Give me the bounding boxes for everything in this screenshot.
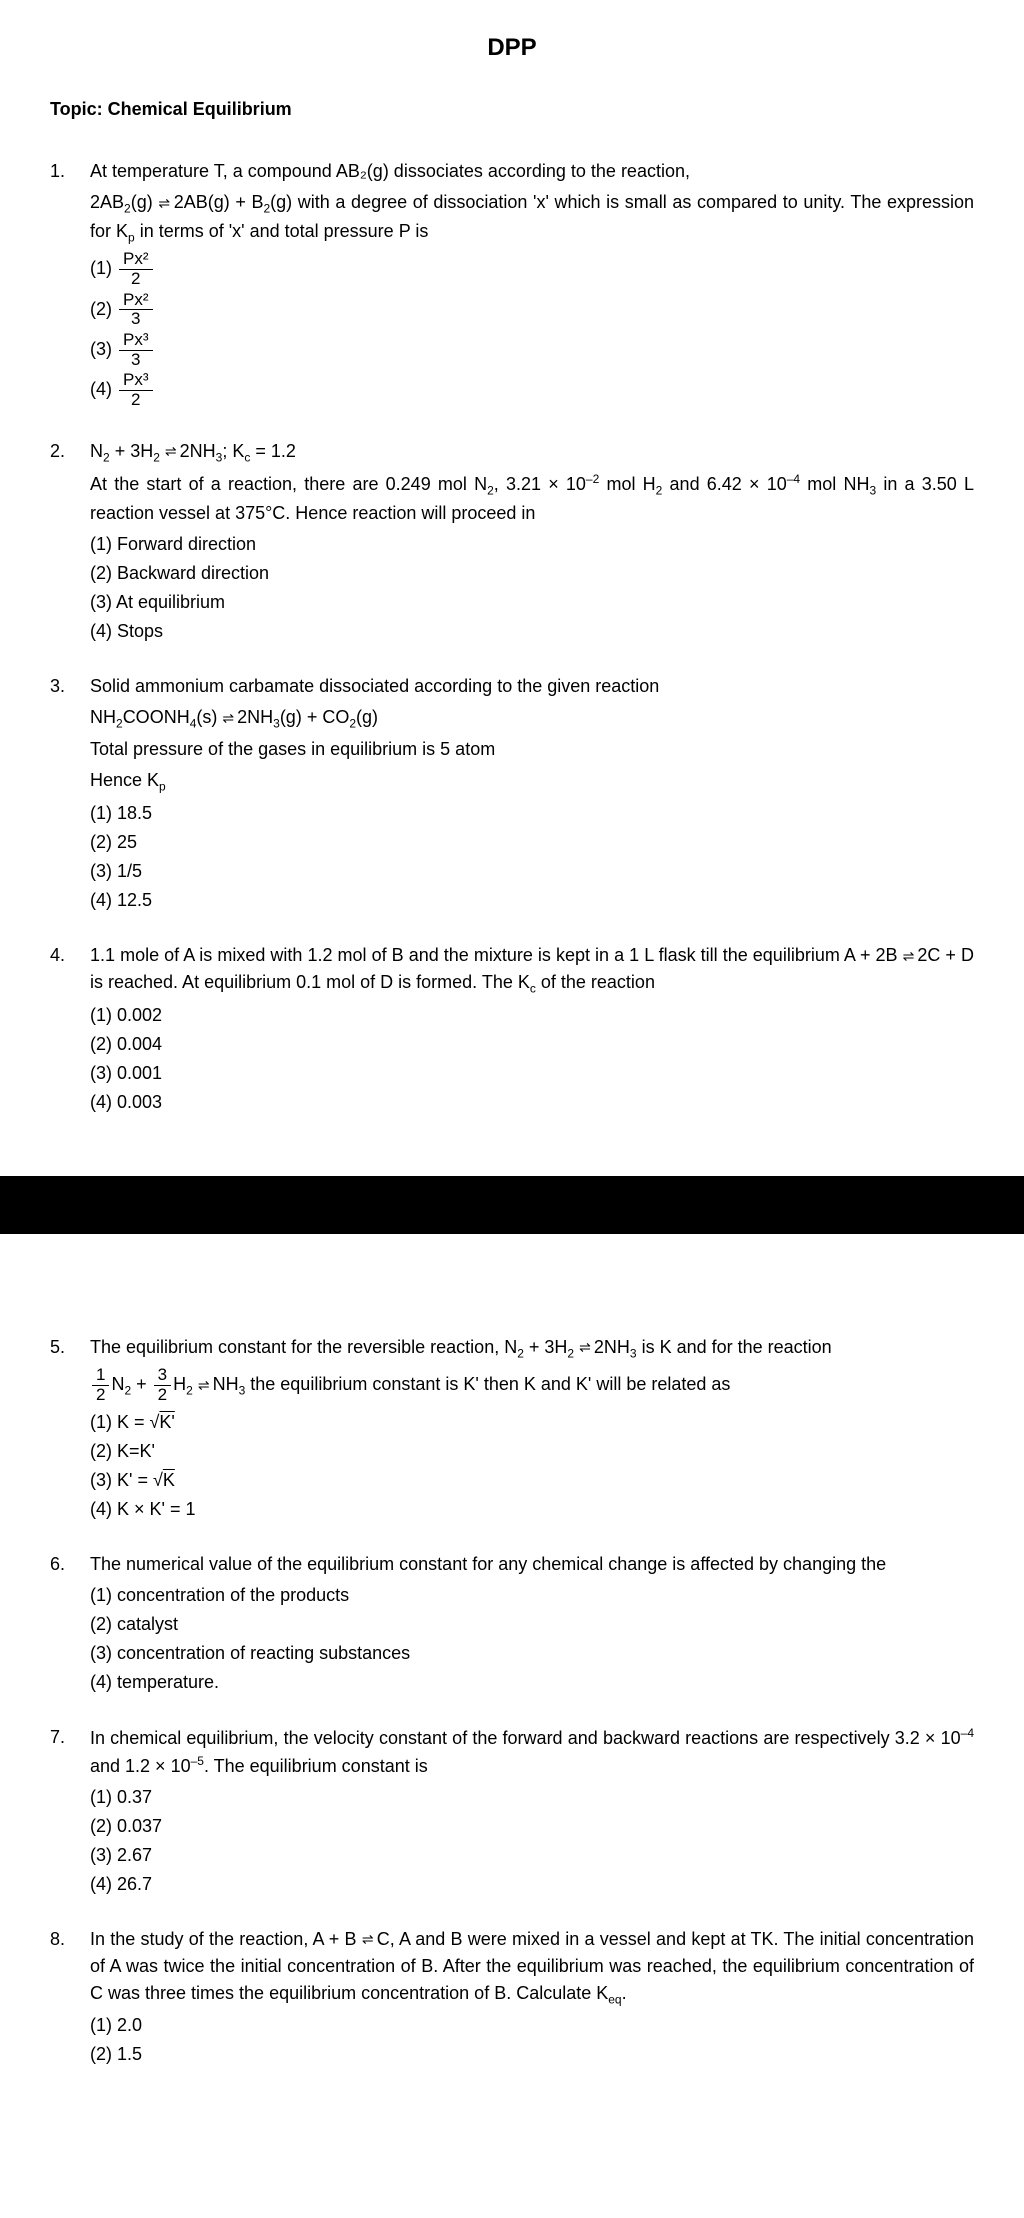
question-number: 2. [50,438,90,645]
stem-line: 12N2 + 32H2 ⇌ NH3 the equilibrium consta… [90,1366,974,1404]
option: (3) 0.001 [90,1060,974,1087]
stem-line: 2AB2(g) ⇌ 2AB(g) + B2(g) with a degree o… [90,189,974,246]
question-number: 1. [50,158,90,410]
question-body: The equilibrium constant for the reversi… [90,1334,974,1523]
question-8: 8. In the study of the reaction, A + B ⇌… [50,1926,974,2069]
stem-line: At temperature T, a compound AB₂(g) diss… [90,158,974,185]
stem-line: The numerical value of the equilibrium c… [90,1551,974,1578]
stem-line: Hence Kp [90,767,974,796]
option: (2) 25 [90,829,974,856]
question-4: 4. 1.1 mole of A is mixed with 1.2 mol o… [50,942,974,1116]
question-body: 1.1 mole of A is mixed with 1.2 mol of B… [90,942,974,1116]
option: (3) 2.67 [90,1842,974,1869]
option: (3) concentration of reacting substances [90,1640,974,1667]
option: (2) K=K' [90,1438,974,1465]
option: (2) Px²3 [90,291,974,329]
question-body: In the study of the reaction, A + B ⇌ C,… [90,1926,974,2069]
topic-label: Topic: Chemical Equilibrium [50,96,974,123]
option: (1) K = √K' [90,1409,974,1436]
question-2: 2. N2 + 3H2 ⇌ 2NH3; Kc = 1.2 At the star… [50,438,974,645]
question-number: 4. [50,942,90,1116]
question-number: 8. [50,1926,90,2069]
option: (1) 2.0 [90,2012,974,2039]
question-number: 6. [50,1551,90,1696]
option: (3) 1/5 [90,858,974,885]
divider-bar [0,1176,1024,1234]
option: (3) K' = √K [90,1467,974,1494]
option: (1) 0.37 [90,1784,974,1811]
option: (4) 0.003 [90,1089,974,1116]
option: (4) Px³2 [90,371,974,409]
option: (4) temperature. [90,1669,974,1696]
option: (1) Forward direction [90,531,974,558]
question-body: At temperature T, a compound AB₂(g) diss… [90,158,974,410]
stem-line: In chemical equilibrium, the velocity co… [90,1724,974,1780]
question-body: The numerical value of the equilibrium c… [90,1551,974,1696]
option: (3) Px³3 [90,331,974,369]
stem-line: NH2COONH4(s) ⇌ 2NH3(g) + CO2(g) [90,704,974,733]
question-6: 6. The numerical value of the equilibriu… [50,1551,974,1696]
option: (2) 0.004 [90,1031,974,1058]
stem-line: The equilibrium constant for the reversi… [90,1334,974,1363]
option: (4) K × K' = 1 [90,1496,974,1523]
option: (1) 18.5 [90,800,974,827]
question-number: 3. [50,673,90,914]
page-title: DPP [50,30,974,66]
option: (1) Px²2 [90,250,974,288]
option: (4) 12.5 [90,887,974,914]
question-3: 3. Solid ammonium carbamate dissociated … [50,673,974,914]
question-number: 5. [50,1334,90,1523]
question-body: Solid ammonium carbamate dissociated acc… [90,673,974,914]
stem-line: At the start of a reaction, there are 0.… [90,470,974,527]
stem-line: 1.1 mole of A is mixed with 1.2 mol of B… [90,942,974,998]
option: (2) 1.5 [90,2041,974,2068]
question-1: 1. At temperature T, a compound AB₂(g) d… [50,158,974,410]
option: (4) Stops [90,618,974,645]
stem-line: Solid ammonium carbamate dissociated acc… [90,673,974,700]
question-5: 5. The equilibrium constant for the reve… [50,1334,974,1523]
question-body: N2 + 3H2 ⇌ 2NH3; Kc = 1.2 At the start o… [90,438,974,645]
question-number: 7. [50,1724,90,1898]
option: (4) 26.7 [90,1871,974,1898]
option: (2) Backward direction [90,560,974,587]
stem-line: In the study of the reaction, A + B ⇌ C,… [90,1926,974,2009]
option: (2) 0.037 [90,1813,974,1840]
question-body: In chemical equilibrium, the velocity co… [90,1724,974,1898]
option: (2) catalyst [90,1611,974,1638]
stem-line: N2 + 3H2 ⇌ 2NH3; Kc = 1.2 [90,438,974,467]
option: (1) concentration of the products [90,1582,974,1609]
stem-line: Total pressure of the gases in equilibri… [90,736,974,763]
question-7: 7. In chemical equilibrium, the velocity… [50,1724,974,1898]
option: (1) 0.002 [90,1002,974,1029]
option: (3) At equilibrium [90,589,974,616]
